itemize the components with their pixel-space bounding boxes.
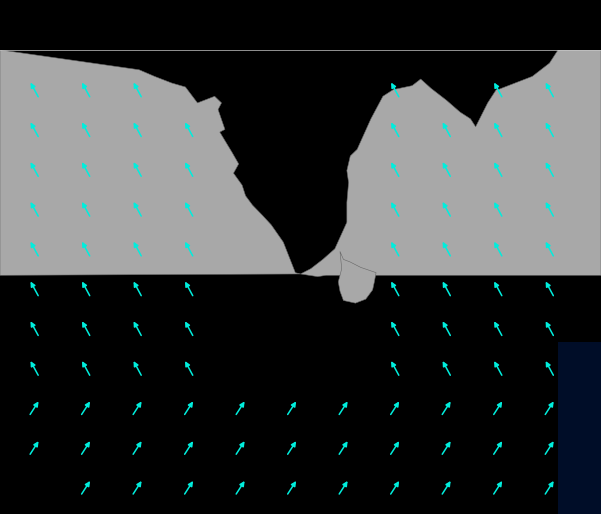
Text: Arrows show the wind wave direction: Arrows show the wind wave direction xyxy=(171,33,430,47)
Polygon shape xyxy=(0,50,300,276)
Polygon shape xyxy=(300,50,601,277)
Text: Wind Wave energy on Wednesday 26 Mar at 11pm +05: Wind Wave energy on Wednesday 26 Mar at … xyxy=(50,7,551,25)
Bar xyxy=(0,143,60,209)
Bar xyxy=(558,342,601,514)
Polygon shape xyxy=(338,251,376,303)
